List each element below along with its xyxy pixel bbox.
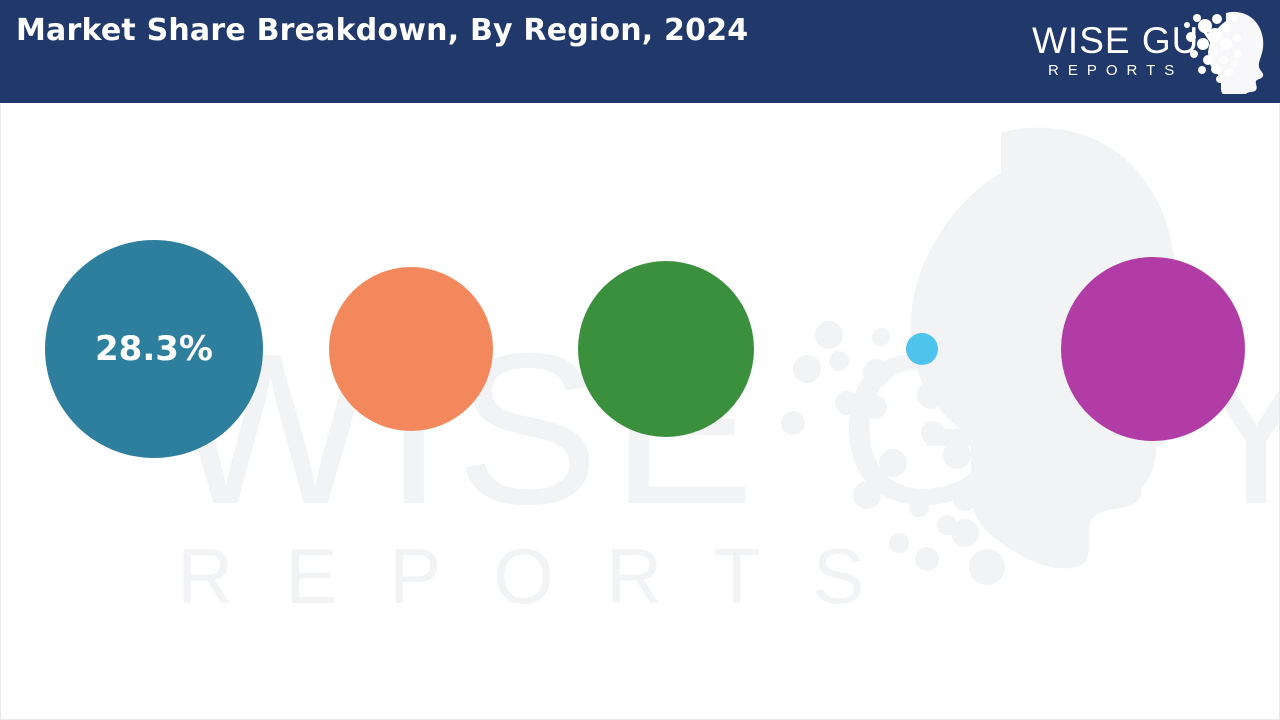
- wiseguy-head-logo-icon: [1184, 11, 1264, 94]
- svg-text:REPORTS: REPORTS: [177, 532, 917, 620]
- bubble-value-label: 28.3%: [95, 329, 213, 369]
- bubble-europe[interactable]: [329, 267, 493, 431]
- bubble-north-america[interactable]: 28.3%: [45, 240, 263, 458]
- bubble-south-america[interactable]: [906, 333, 938, 365]
- brand-logo: WISE GUY REPORTS: [1026, 8, 1268, 96]
- bubble-mea[interactable]: [1061, 257, 1245, 441]
- logo-subword: REPORTS: [1048, 62, 1184, 79]
- page-title: Market Share Breakdown, By Region, 2024: [16, 13, 749, 48]
- chart-plot-area: WISE GUY REPORTS 28.3%: [0, 103, 1280, 720]
- bubble-apac[interactable]: [578, 261, 754, 437]
- chart-header: Market Share Breakdown, By Region, 2024 …: [0, 0, 1280, 103]
